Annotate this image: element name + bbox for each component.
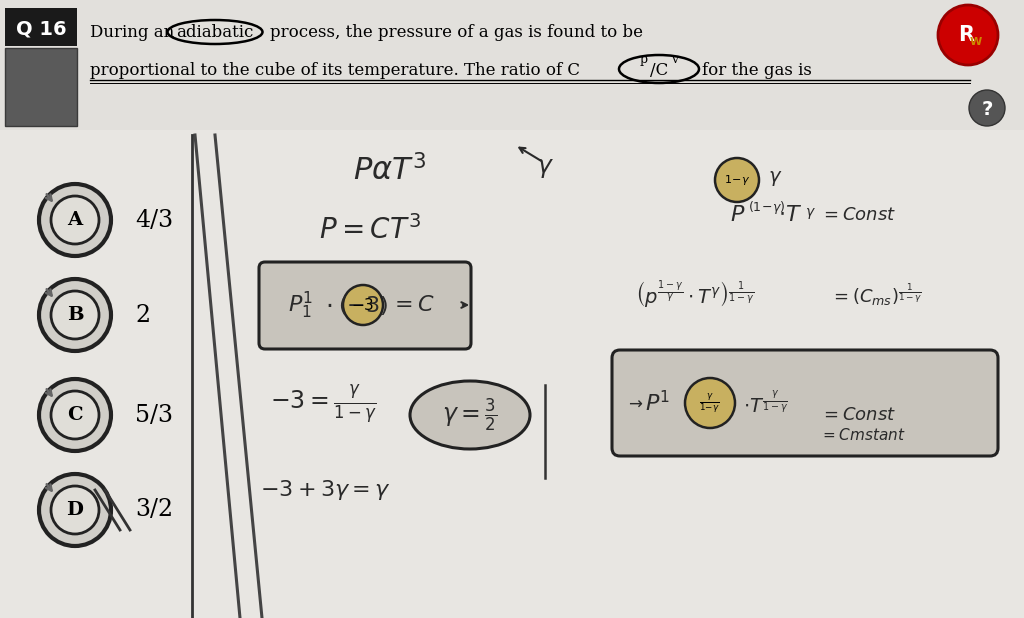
Text: for the gas is: for the gas is <box>702 62 812 78</box>
Text: $(1\!-\!\gamma)$: $(1\!-\!\gamma)$ <box>748 198 785 216</box>
Text: R: R <box>958 25 974 45</box>
FancyBboxPatch shape <box>612 350 998 456</box>
Text: $\left(p^{\frac{1-\gamma}{\gamma}}\cdot T^{\gamma}\right)^{\frac{1}{1-\gamma}}$: $\left(p^{\frac{1-\gamma}{\gamma}}\cdot … <box>635 279 755 311</box>
Text: v: v <box>671 53 678 66</box>
Text: $\gamma$: $\gamma$ <box>768 169 782 187</box>
Text: A: A <box>68 211 83 229</box>
Text: $P^1$: $P^1$ <box>645 391 671 415</box>
Text: $\cdot T^{\frac{\gamma}{1-\gamma}}$: $\cdot T^{\frac{\gamma}{1-\gamma}}$ <box>743 390 788 416</box>
Text: $\rightarrow$: $\rightarrow$ <box>625 394 643 412</box>
Text: $P\alpha T^3$: $P\alpha T^3$ <box>353 154 427 186</box>
Text: $= Const$: $= Const$ <box>820 206 896 224</box>
Text: /C: /C <box>650 62 669 78</box>
Text: 2: 2 <box>135 303 151 326</box>
Circle shape <box>51 486 99 534</box>
Circle shape <box>51 196 99 244</box>
Text: $P^1_1$: $P^1_1$ <box>288 289 313 321</box>
Text: $\gamma = \frac{3}{2}$: $\gamma = \frac{3}{2}$ <box>442 396 498 434</box>
Circle shape <box>39 279 111 351</box>
Circle shape <box>343 285 383 325</box>
Circle shape <box>685 378 735 428</box>
Text: Q 16: Q 16 <box>15 20 67 38</box>
Text: $= Const$: $= Const$ <box>820 406 896 424</box>
Circle shape <box>51 291 99 339</box>
Text: $-3$: $-3$ <box>351 297 375 313</box>
Text: $P = CT^3$: $P = CT^3$ <box>319 215 421 245</box>
Circle shape <box>51 391 99 439</box>
Text: B: B <box>67 306 83 324</box>
Text: $\gamma$: $\gamma$ <box>536 156 554 180</box>
Circle shape <box>39 184 111 256</box>
Text: $\gamma$: $\gamma$ <box>805 206 816 221</box>
Text: D: D <box>67 501 84 519</box>
Text: 4/3: 4/3 <box>135 208 173 232</box>
Bar <box>5 48 77 126</box>
Text: process, the pressure of a gas is found to be: process, the pressure of a gas is found … <box>270 23 643 41</box>
Text: $P$: $P$ <box>730 205 745 225</box>
Text: $\cdot T$: $\cdot T$ <box>778 205 802 225</box>
Text: $= C$: $= C$ <box>390 295 435 315</box>
Text: adiabatic: adiabatic <box>176 23 254 41</box>
Text: $=\left(C_{ms}\right)^{\frac{1}{1-\gamma}}$: $=\left(C_{ms}\right)^{\frac{1}{1-\gamma… <box>830 282 923 308</box>
Text: W: W <box>970 37 982 47</box>
FancyBboxPatch shape <box>259 262 471 349</box>
Text: $-3=\frac{\gamma}{1-\gamma}$: $-3=\frac{\gamma}{1-\gamma}$ <box>270 384 377 426</box>
Text: p: p <box>640 53 648 66</box>
Text: C: C <box>68 406 83 424</box>
Bar <box>5 8 77 46</box>
Circle shape <box>969 90 1005 126</box>
Text: $1\!-\!\gamma$: $1\!-\!\gamma$ <box>724 173 751 187</box>
Text: During an: During an <box>90 23 174 41</box>
Circle shape <box>39 474 111 546</box>
Text: proportional to the cube of its temperature. The ratio of C: proportional to the cube of its temperat… <box>90 62 580 78</box>
Text: 5/3: 5/3 <box>135 404 173 426</box>
Text: $-3+3\gamma=\gamma$: $-3+3\gamma=\gamma$ <box>260 478 391 502</box>
Circle shape <box>715 158 759 202</box>
Bar <box>0 0 1024 130</box>
Text: $= Cmstant$: $= Cmstant$ <box>820 427 905 443</box>
Text: ?: ? <box>981 99 992 119</box>
Text: $(-3)$: $(-3)$ <box>338 294 388 316</box>
Circle shape <box>938 5 998 65</box>
Circle shape <box>39 379 111 451</box>
Ellipse shape <box>410 381 530 449</box>
Text: 3/2: 3/2 <box>135 499 173 522</box>
Text: $\frac{\gamma}{1\!-\!\gamma}$: $\frac{\gamma}{1\!-\!\gamma}$ <box>699 391 721 415</box>
Text: $\cdot$: $\cdot$ <box>325 293 332 317</box>
